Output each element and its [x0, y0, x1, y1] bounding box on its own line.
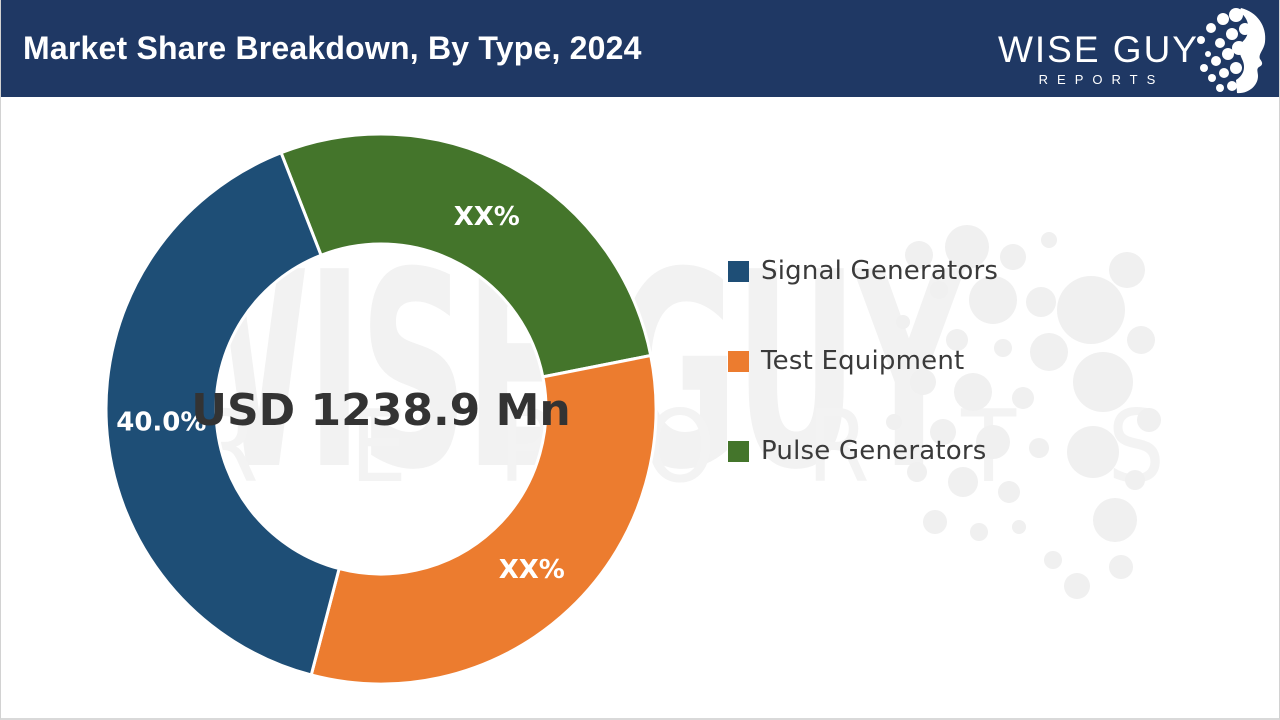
wiseguy-face-icon [1197, 8, 1266, 94]
legend-item-signal-generators: Signal Generators [728, 256, 998, 286]
wiseguy-logo-text: WISE GUY REPORTS [998, 12, 1199, 88]
logo-reports-text: REPORTS [1038, 72, 1165, 87]
page-title: Market Share Breakdown, By Type, 2024 [23, 30, 642, 66]
wiseguy-logo: WISE GUY REPORTS [998, 4, 1271, 96]
legend-item-pulse-generators: Pulse Generators [728, 436, 998, 466]
legend-label: Signal Generators [761, 256, 999, 286]
chart-legend: Signal Generators Test Equipment Pulse G… [728, 256, 998, 466]
legend-item-test-equipment: Test Equipment [728, 346, 998, 376]
segment-value-label: XX% [499, 555, 565, 585]
title-bar: Market Share Breakdown, By Type, 2024 WI… [1, 0, 1279, 97]
legend-label: Pulse Generators [761, 436, 987, 466]
legend-label: Test Equipment [761, 346, 965, 376]
donut-segment-signal-generators [104, 151, 341, 677]
segment-value-label: 40.0% [116, 408, 206, 438]
segment-value-label: XX% [454, 202, 520, 232]
logo-wordmark: WISE GUY [997, 29, 1199, 70]
legend-swatch-icon [728, 350, 749, 372]
legend-swatch-icon [728, 260, 749, 282]
donut-center-value: USD 1238.9 Mn [191, 385, 570, 436]
donut-segment-pulse-generators [279, 132, 653, 379]
legend-swatch-icon [728, 440, 749, 462]
donut-segment-test-equipment [309, 353, 658, 686]
donut-chart: XX% XX% 40.0%USD 1238.9 Mn [104, 132, 658, 686]
